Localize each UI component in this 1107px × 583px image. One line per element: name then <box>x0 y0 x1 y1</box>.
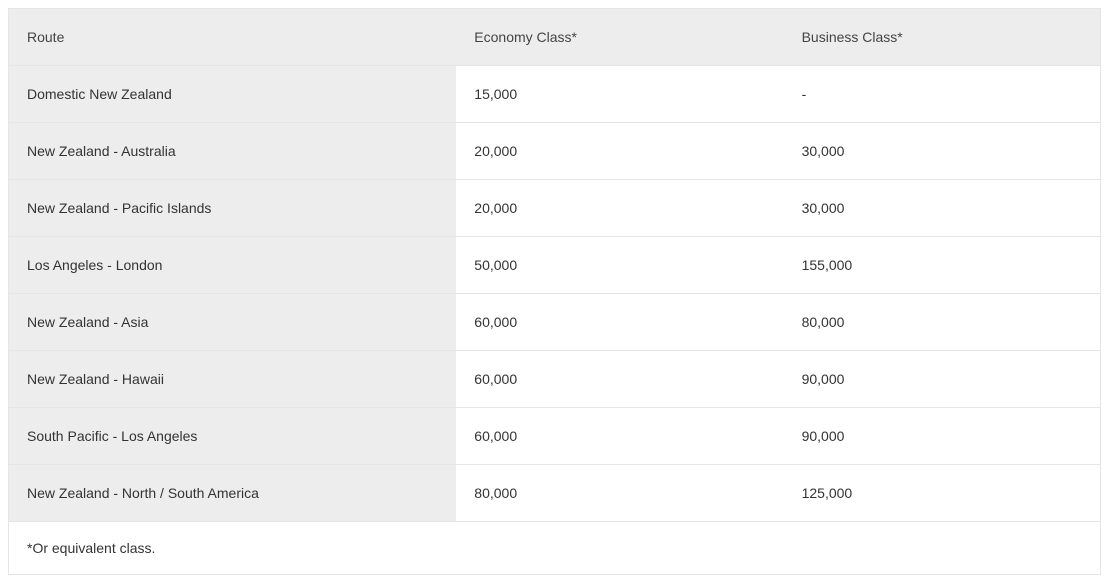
cell-route: New Zealand - Pacific Islands <box>9 180 456 237</box>
cell-route: New Zealand - Hawaii <box>9 351 456 408</box>
col-header-route: Route <box>9 9 456 66</box>
table-header-row: Route Economy Class* Business Class* <box>9 9 1100 66</box>
cell-route: South Pacific - Los Angeles <box>9 408 456 465</box>
cell-business: 30,000 <box>784 180 1100 237</box>
cell-economy: 50,000 <box>456 237 783 294</box>
cell-business: 155,000 <box>784 237 1100 294</box>
table-row: South Pacific - Los Angeles 60,000 90,00… <box>9 408 1100 465</box>
table-row: Domestic New Zealand 15,000 - <box>9 66 1100 123</box>
table-row: New Zealand - Pacific Islands 20,000 30,… <box>9 180 1100 237</box>
fare-table-container: Route Economy Class* Business Class* Dom… <box>8 8 1101 575</box>
cell-business: 80,000 <box>784 294 1100 351</box>
cell-route: New Zealand - Australia <box>9 123 456 180</box>
cell-business: 30,000 <box>784 123 1100 180</box>
cell-economy: 15,000 <box>456 66 783 123</box>
cell-economy: 60,000 <box>456 294 783 351</box>
cell-economy: 60,000 <box>456 351 783 408</box>
cell-route: Domestic New Zealand <box>9 66 456 123</box>
table-footnote-row: *Or equivalent class. <box>9 522 1100 575</box>
col-header-economy: Economy Class* <box>456 9 783 66</box>
cell-business: 90,000 <box>784 408 1100 465</box>
table-row: New Zealand - Australia 20,000 30,000 <box>9 123 1100 180</box>
col-header-business: Business Class* <box>784 9 1100 66</box>
cell-business: 90,000 <box>784 351 1100 408</box>
cell-business: - <box>784 66 1100 123</box>
cell-economy: 20,000 <box>456 123 783 180</box>
table-footnote: *Or equivalent class. <box>9 522 1100 575</box>
cell-route: New Zealand - Asia <box>9 294 456 351</box>
table-row: New Zealand - Hawaii 60,000 90,000 <box>9 351 1100 408</box>
cell-route: Los Angeles - London <box>9 237 456 294</box>
cell-economy: 20,000 <box>456 180 783 237</box>
table-row: Los Angeles - London 50,000 155,000 <box>9 237 1100 294</box>
cell-economy: 60,000 <box>456 408 783 465</box>
table-row: New Zealand - North / South America 80,0… <box>9 465 1100 522</box>
fare-table: Route Economy Class* Business Class* Dom… <box>9 9 1100 574</box>
table-row: New Zealand - Asia 60,000 80,000 <box>9 294 1100 351</box>
cell-economy: 80,000 <box>456 465 783 522</box>
cell-route: New Zealand - North / South America <box>9 465 456 522</box>
cell-business: 125,000 <box>784 465 1100 522</box>
